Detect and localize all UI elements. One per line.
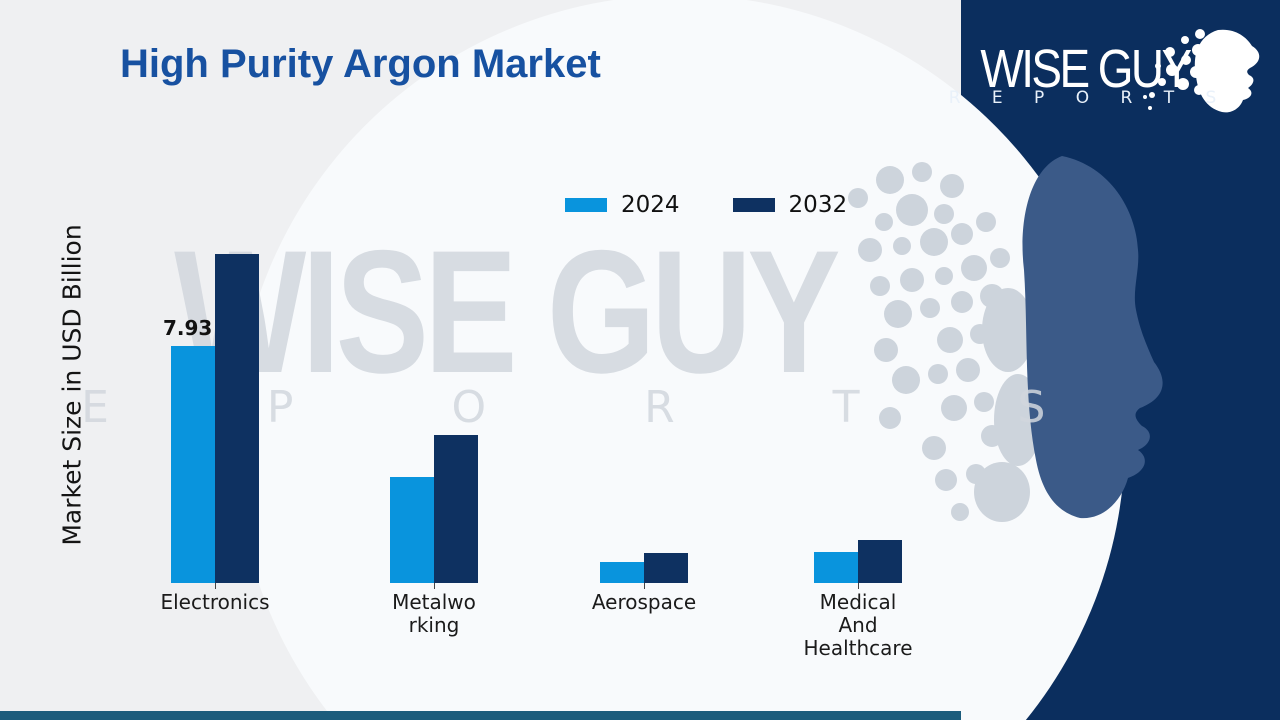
- legend-swatch-2024: [565, 198, 607, 212]
- brand-name: WISE GUY: [980, 39, 1192, 99]
- watermark-wiseguy-text: WISE GUY: [174, 215, 840, 410]
- bar-value-label: 7.93: [163, 316, 213, 340]
- bar-2024-medical-and-healthcare: [814, 552, 858, 583]
- x-axis-tick: [644, 583, 645, 589]
- category-label-electronics: Electronics: [160, 590, 270, 614]
- category-label-medical-and-healthcare: Medical And Healthcare: [803, 590, 913, 660]
- category-label-metalworking: Metalwo rking: [392, 590, 476, 637]
- legend-label-2024: 2024: [621, 192, 680, 218]
- x-axis-tick: [215, 583, 216, 589]
- bar-2032-electronics: [215, 254, 259, 583]
- x-axis-tick: [434, 583, 435, 589]
- x-axis-tick: [858, 583, 859, 589]
- page-title: High Purity Argon Market: [120, 42, 601, 86]
- bar-2024-electronics: [171, 346, 215, 583]
- brand-panel: [961, 0, 1280, 720]
- bar-2032-medical-and-healthcare: [858, 540, 902, 583]
- y-axis-label: Market Size in USD Billion: [57, 224, 87, 546]
- legend-label-2032: 2032: [788, 192, 848, 218]
- legend-swatch-2032: [732, 198, 775, 212]
- chart-legend: 2024 2032: [565, 192, 847, 218]
- watermark-reports-text: R E P O R T S: [0, 382, 1118, 433]
- bar-2032-aerospace: [644, 553, 688, 583]
- footer-bar: [0, 711, 961, 720]
- category-label-aerospace: Aerospace: [591, 590, 697, 614]
- bar-2032-metalworking: [434, 435, 478, 583]
- bar-2024-metalworking: [390, 477, 434, 583]
- bar-2024-aerospace: [600, 562, 644, 583]
- brand-reports: R E P O R T S: [948, 88, 1230, 108]
